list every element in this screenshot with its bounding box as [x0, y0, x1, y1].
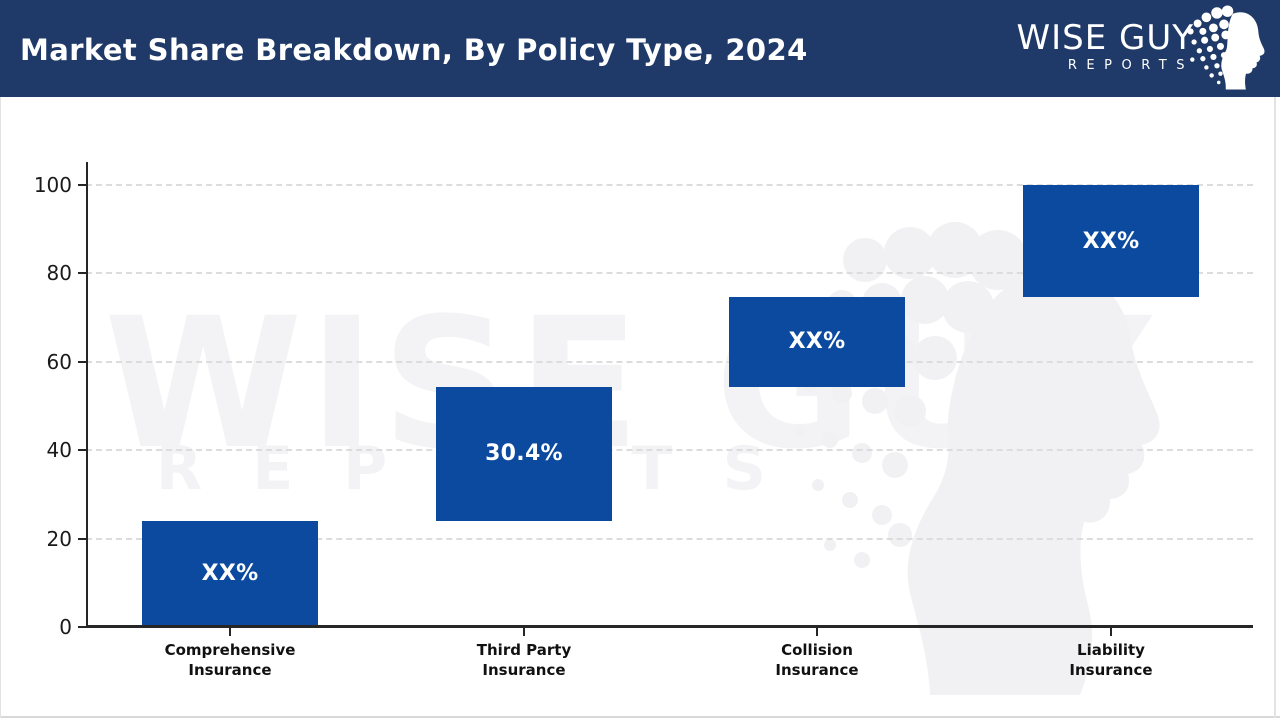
x-tick-mark — [523, 628, 525, 636]
chart-title: Market Share Breakdown, By Policy Type, … — [20, 33, 808, 67]
category-label-line: Comprehensive — [164, 641, 296, 659]
y-tick-mark — [78, 272, 86, 275]
category-label-line: Liability — [1077, 641, 1145, 659]
x-axis-category-label: Third Party Insurance — [414, 640, 634, 680]
y-tick-label: 20 — [46, 526, 72, 551]
y-axis-line — [86, 162, 88, 627]
x-axis-category-label: Collision Insurance — [707, 640, 927, 680]
y-tick-mark — [78, 537, 86, 540]
x-tick-mark — [229, 628, 231, 636]
x-axis-category-label: Liability Insurance — [1001, 640, 1221, 680]
bar-value-label: XX% — [1082, 228, 1140, 254]
y-tick-mark — [78, 449, 86, 452]
logo-head-icon — [1187, 5, 1265, 90]
bar-segment: XX% — [729, 297, 905, 387]
y-tick-mark — [78, 360, 86, 363]
logo-subtitle: REPORTS — [1067, 58, 1194, 73]
category-label-line: Insurance — [1069, 661, 1153, 679]
x-tick-mark — [816, 628, 818, 636]
header-bar: Market Share Breakdown, By Policy Type, … — [0, 0, 1280, 97]
bar-segment: XX% — [1023, 185, 1199, 298]
gridline — [86, 449, 1253, 452]
gridline — [86, 360, 1253, 363]
y-tick-label: 40 — [46, 438, 72, 463]
category-label-line: Collision — [781, 641, 853, 659]
x-tick-mark — [1110, 628, 1112, 636]
logo-text: WISE GUY REPORTS — [1016, 20, 1194, 74]
bar-segment: XX% — [142, 520, 318, 627]
y-tick-mark — [78, 184, 86, 186]
y-tick-label: 80 — [46, 261, 72, 286]
category-label-line: Third Party — [476, 641, 572, 659]
bar-value-label: 30.4% — [485, 441, 563, 467]
y-tick-label: 100 — [33, 173, 72, 197]
gridline — [86, 272, 1253, 275]
panel-border-bottom — [0, 716, 1280, 718]
category-label-line: Insurance — [482, 661, 566, 679]
category-label-line: Insurance — [188, 661, 272, 679]
gridline — [86, 537, 1253, 540]
category-label-line: Insurance — [775, 661, 859, 679]
wiseguy-logo: WISE GUY REPORTS — [1016, 4, 1270, 94]
bar-segment: 30.4% — [436, 386, 612, 521]
panel-border-left — [0, 97, 1, 718]
x-axis-category-label: Comprehensive Insurance — [120, 640, 340, 680]
bar-value-label: XX% — [788, 329, 846, 355]
bar-value-label: XX% — [201, 561, 259, 587]
x-axis-line — [86, 625, 1253, 628]
y-tick-label: 60 — [46, 349, 72, 374]
y-tick-label: 0 — [59, 615, 72, 639]
panel-border-right — [1274, 97, 1276, 718]
y-tick-mark — [78, 626, 86, 628]
logo-wordmark: WISE GUY — [1016, 18, 1194, 58]
gridline — [86, 184, 1253, 186]
